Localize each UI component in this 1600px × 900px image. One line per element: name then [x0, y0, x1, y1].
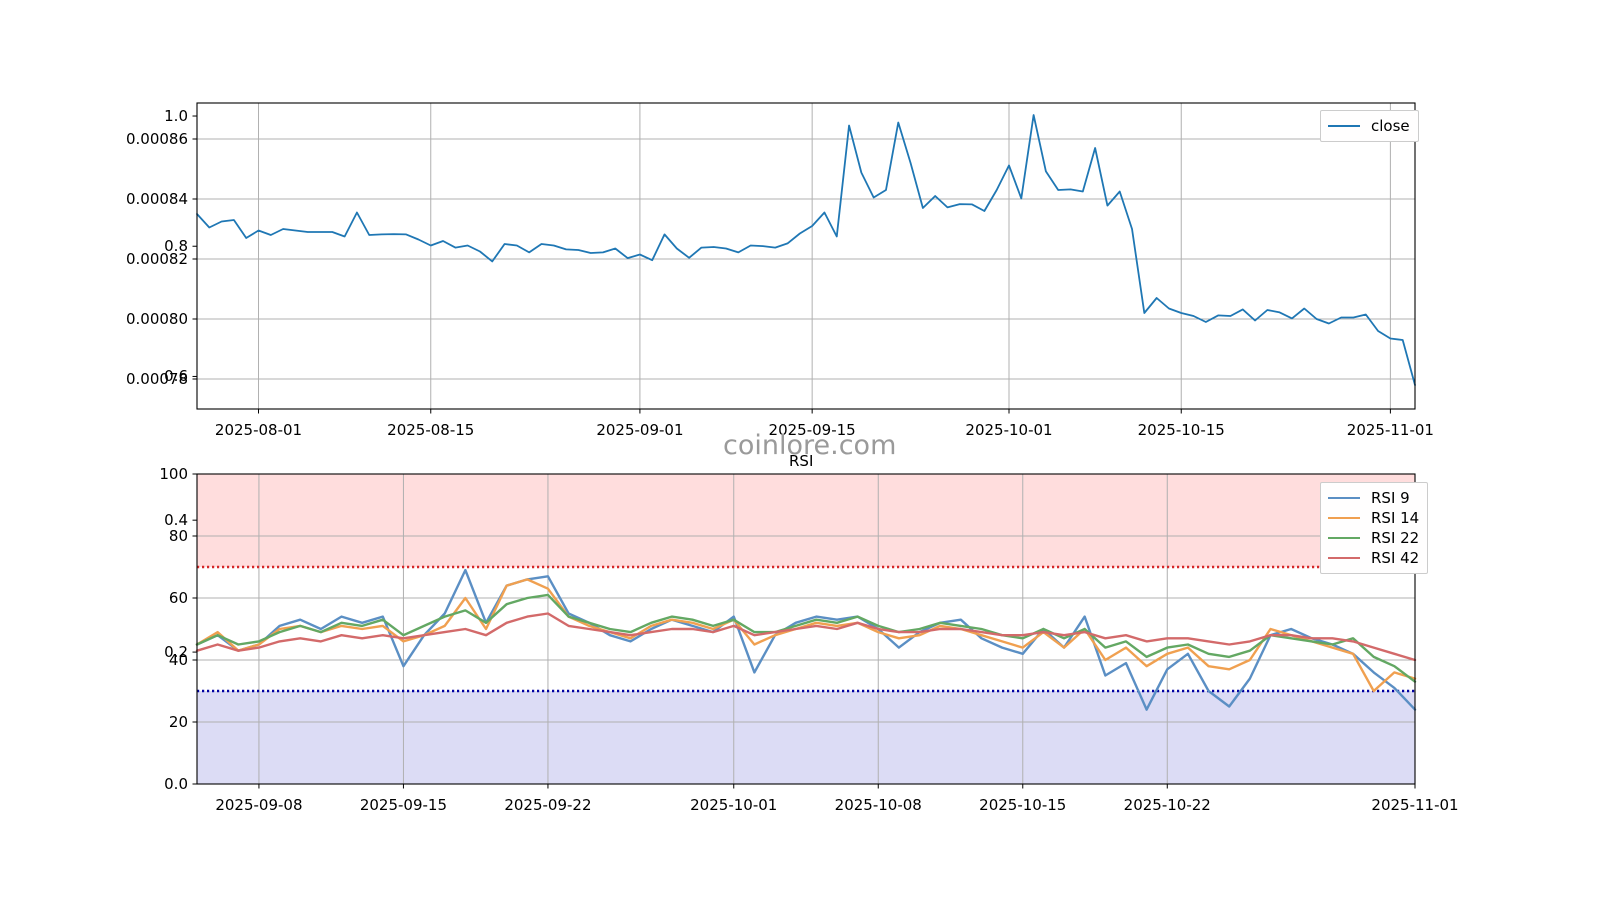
rsi-series-rsi-42	[195, 612, 1417, 662]
price-x-tick-label: 2025-09-01	[596, 421, 684, 439]
rsi-x-tick-label: 2025-10-08	[834, 796, 922, 814]
rsi-axes-frame	[196, 473, 1416, 785]
legend-item[interactable]: RSI 22	[1328, 528, 1419, 548]
watermark: coinlore.com	[723, 430, 897, 461]
legend-item-label: RSI 42	[1371, 549, 1420, 567]
rsi-overbought-band	[197, 474, 1415, 567]
rsi-legend: RSI 9 RSI 14 RSI 22 RSI 42	[1320, 482, 1429, 574]
price-y-tick-label: 0.00078	[125, 370, 188, 388]
price-y-tick-label-secondary: 0.6	[164, 367, 188, 386]
rsi-series-rsi-9	[195, 568, 1417, 711]
price-axes-frame	[196, 102, 1416, 410]
legend-line-icon	[1328, 517, 1360, 519]
price-y-tick-label: 0.00080	[125, 310, 188, 328]
price-y-tick-label: 0.00086	[125, 130, 188, 148]
rsi-x-tick-label: 2025-09-15	[359, 796, 448, 814]
price-x-tick-label: 2025-09-15	[768, 421, 856, 439]
rsi-y-tick-label: 40	[168, 651, 188, 669]
price-y-tick-label: 0.00084	[125, 190, 188, 208]
legend-item[interactable]: close	[1328, 116, 1410, 136]
price-y-tick-label-secondary: 1.0	[164, 107, 188, 126]
rsi-y-tick-label: 20	[168, 713, 188, 731]
rsi-oversold-band	[197, 691, 1415, 784]
price-x-tick-label: 2025-10-15	[1137, 421, 1225, 439]
price-y-tick-label: 0.00082	[125, 250, 188, 268]
rsi-y-tick-label: 80	[168, 527, 188, 545]
price-legend: close	[1320, 110, 1419, 142]
legend-item[interactable]: RSI 42	[1328, 548, 1419, 568]
legend-line-icon	[1328, 125, 1360, 127]
rsi-x-tick-label: 2025-09-08	[215, 796, 303, 814]
legend-item-label: RSI 9	[1371, 489, 1410, 507]
legend-item-label: RSI 14	[1371, 509, 1420, 527]
legend-line-icon	[1328, 497, 1360, 499]
rsi-x-tick-label: 2025-11-01	[1371, 796, 1459, 814]
legend-item-label: RSI 22	[1371, 529, 1420, 547]
rsi-series-rsi-22	[195, 593, 1417, 683]
rsi-y-tick-label-secondary: 0.2	[164, 643, 188, 662]
rsi-x-tick-label: 2025-10-22	[1123, 796, 1211, 814]
rsi-x-tick-label: 2025-10-15	[979, 796, 1067, 814]
rsi-x-tick-label: 2025-10-01	[690, 796, 778, 814]
rsi-x-tick-label: 2025-09-22	[504, 796, 592, 814]
legend-line-icon	[1328, 557, 1360, 559]
legend-item-label: close	[1371, 117, 1410, 135]
rsi-panel-title: RSI	[789, 452, 814, 470]
legend-line-icon	[1328, 537, 1360, 539]
price-x-tick-label: 2025-08-15	[387, 421, 475, 439]
price-x-tick-label: 2025-11-01	[1346, 421, 1434, 439]
price-y-tick-label-secondary: 0.8	[164, 237, 188, 256]
price-x-tick-label: 2025-08-01	[214, 421, 303, 439]
rsi-y-tick-label: 100	[159, 465, 188, 483]
price-plot-background	[197, 103, 1415, 409]
rsi-y-tick-label-secondary: 0.4	[164, 511, 188, 530]
legend-item[interactable]: RSI 9	[1328, 488, 1419, 508]
price-x-tick-label: 2025-10-01	[965, 421, 1053, 439]
price-series-close	[196, 114, 1416, 386]
rsi-y-tick-label-secondary: 0.0	[164, 775, 188, 793]
legend-item[interactable]: RSI 14	[1328, 508, 1419, 528]
rsi-y-tick-label: 60	[168, 589, 188, 607]
